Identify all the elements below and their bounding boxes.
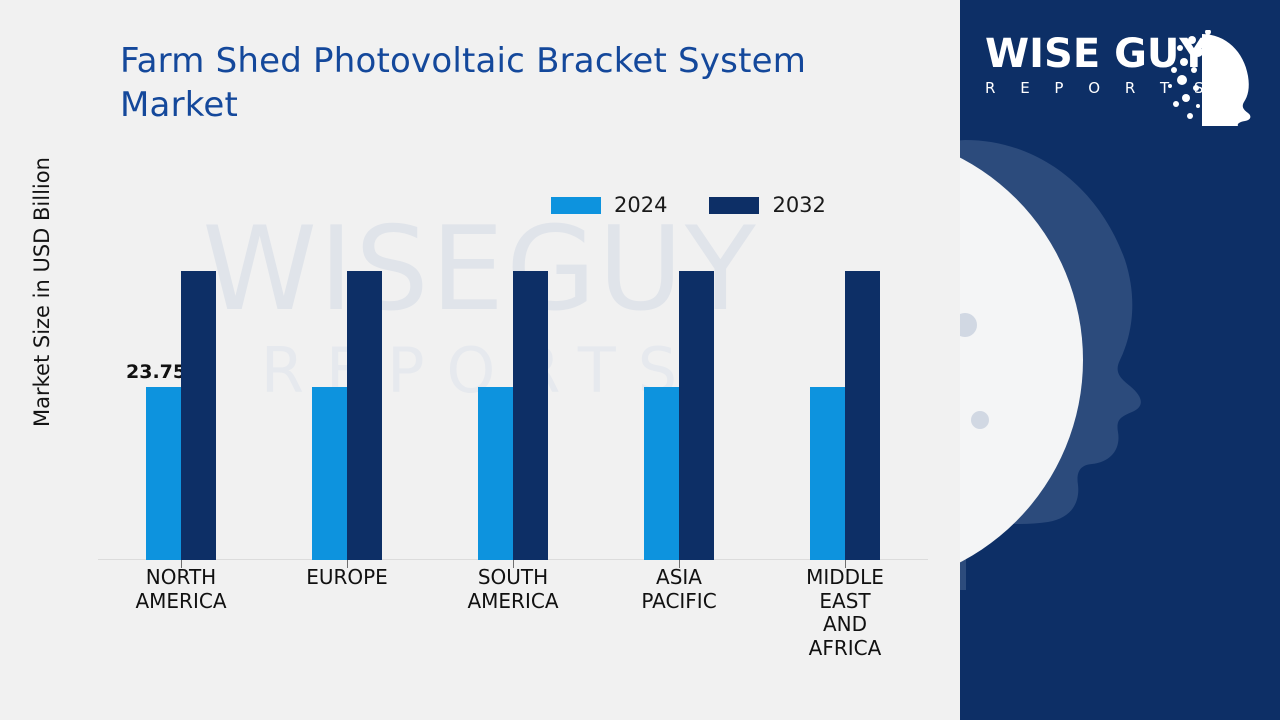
bar-2024[interactable] [146,387,181,560]
bar-group [810,240,880,568]
x-axis-tick [845,560,846,568]
decorative-head-graphic [960,140,1141,590]
x-axis-tick-label: NORTH AMERICA [135,565,227,613]
legend-swatch-2024 [551,196,601,214]
x-axis-tick-label: EUROPE [306,565,388,589]
legend-swatch-2032 [709,196,760,214]
y-axis-label: Market Size in USD Billion [30,157,54,427]
bar-2032[interactable] [347,270,382,560]
brand-panel: WISE GUY R E P O R T S [960,0,1280,720]
x-axis-tick-labels: NORTH AMERICA EUROPE SOUTH AMERICA ASIA PACIFI… [98,565,928,686]
bar-value-label: 23.75 [126,361,187,384]
x-axis-tick [513,560,514,568]
chart-canvas: WISEGUY REPORTS Farm Shed Photovoltaic B… [30,41,928,686]
x-axis-tick-label: ASIA PACIFIC [641,565,717,613]
wiseguy-logo: WISE GUY R E P O R T S [985,30,1260,126]
bar-group [312,240,382,568]
bar-2024[interactable] [644,387,679,560]
x-axis-tick [347,560,348,568]
logo-head-icon [1168,30,1251,126]
bar-group [478,240,548,568]
logo-wordmark: WISE GUY R E P O R T S [985,34,1213,96]
bar-2032[interactable] [181,270,216,560]
page-title: Farm Shed Photovoltaic Bracket System Ma… [120,41,807,125]
legend-item-2032[interactable]: 2032 [709,193,826,217]
logo-secondary-text: R E P O R T S [985,79,1214,97]
legend-label-2024: 2024 [614,193,668,217]
bar-2024[interactable] [312,387,347,560]
logo-primary-text: WISE GUY [985,31,1209,77]
bar-2024[interactable] [810,387,845,560]
x-axis-tick [181,560,182,568]
bar-2024[interactable] [478,387,513,560]
bar-2032[interactable] [845,270,880,560]
chart-legend: 2024 2032 [551,193,826,217]
legend-item-2024[interactable]: 2024 [551,193,667,217]
bar-group [644,240,714,568]
legend-label-2032: 2032 [772,193,826,217]
x-axis-tick-label: SOUTH AMERICA [467,565,559,613]
bar-group: 23.75 [126,240,216,568]
x-axis-tick-label: MIDDLE EAST AND AFRICA [806,565,884,660]
molecule-dots [960,313,989,429]
bar-2032[interactable] [679,270,714,560]
x-axis-tick [679,560,680,568]
plot-area: 23.75 [98,240,928,568]
bar-2032[interactable] [513,270,548,560]
